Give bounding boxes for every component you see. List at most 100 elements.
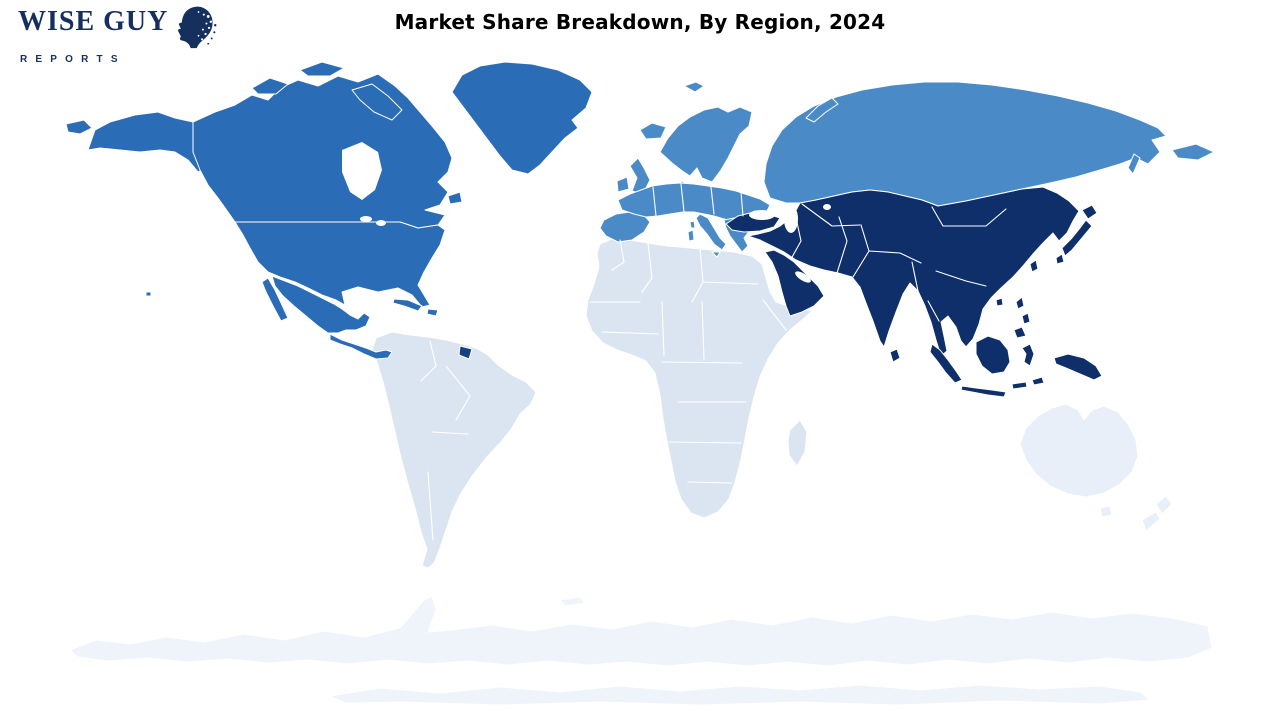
border-line — [931, 206, 1007, 227]
aral-sea — [823, 204, 831, 210]
logo-row: WISE GUY — [18, 6, 217, 50]
borneo — [975, 335, 1011, 375]
madagascar — [787, 419, 808, 467]
great-lake-1 — [360, 216, 372, 222]
inland-water — [342, 142, 831, 283]
nz-south-island — [1141, 511, 1161, 532]
border-line — [701, 301, 705, 361]
logo-wordmark: WISE GUY — [18, 6, 169, 37]
persian-gulf — [795, 271, 811, 283]
border-line — [687, 481, 733, 484]
chart-title: Market Share Breakdown, By Region, 2024 — [394, 10, 886, 34]
region-north-america — [65, 61, 593, 360]
border-line — [790, 212, 802, 260]
baja-california — [261, 277, 289, 322]
border-line — [801, 203, 861, 227]
great-lake-2 — [376, 220, 386, 226]
logo-subtitle: REPORTS — [20, 54, 126, 65]
italy — [695, 213, 727, 251]
newfoundland — [447, 191, 463, 205]
iberia — [599, 211, 651, 243]
new-guinea — [1053, 353, 1103, 381]
black-sea — [749, 210, 775, 220]
hainan — [995, 297, 1004, 307]
lesser-sunda-2 — [1031, 376, 1045, 386]
border-line — [868, 250, 922, 264]
aleutian-fragment — [65, 119, 93, 135]
sri-lanka — [889, 348, 901, 363]
border-line — [445, 365, 471, 421]
border-line — [710, 186, 715, 215]
border-line — [935, 270, 987, 287]
philippines-2 — [1021, 312, 1031, 325]
lesser-sunda-1 — [1011, 381, 1028, 390]
svalbard — [683, 81, 705, 93]
region-antarctica — [69, 595, 1213, 706]
border-line — [1050, 235, 1060, 248]
border-line — [836, 216, 848, 274]
philippines-1 — [1015, 296, 1025, 310]
hawaii — [145, 291, 152, 297]
region-french-guiana — [458, 345, 473, 360]
sumatra — [929, 343, 963, 384]
chukotka-fragment — [1171, 143, 1215, 161]
hispaniola — [426, 308, 439, 317]
sicily — [711, 251, 721, 258]
south-america-main — [371, 331, 537, 569]
border-line — [667, 441, 742, 444]
region-asia-middle-east — [725, 186, 1103, 398]
arctic-island-2 — [299, 61, 345, 77]
japan-kyushu — [1055, 253, 1065, 265]
border-line — [641, 242, 653, 293]
canada — [192, 73, 453, 229]
border-line — [762, 299, 787, 331]
logo: WISE GUY REPORTS — [18, 6, 217, 65]
sardinia — [687, 229, 695, 242]
border-line — [680, 183, 685, 213]
taiwan — [1029, 259, 1039, 273]
caspian-sea — [784, 205, 798, 233]
great-britain — [629, 157, 651, 195]
australia — [1019, 403, 1139, 498]
arabian-peninsula — [764, 249, 825, 317]
philippines-3 — [1013, 326, 1027, 339]
border-line — [652, 186, 657, 217]
africa-main — [585, 237, 813, 519]
border-line — [911, 261, 919, 292]
antarctica-main — [69, 595, 1213, 667]
central-america — [329, 333, 393, 360]
border-line — [611, 239, 625, 271]
logo-head-icon — [178, 6, 217, 49]
cuba — [392, 298, 423, 312]
sulawesi — [1021, 343, 1035, 367]
french-guiana — [458, 345, 473, 360]
japan-honshu — [1061, 219, 1093, 257]
region-south-america — [371, 331, 537, 569]
iceland — [639, 122, 667, 140]
japan-hokkaido — [1081, 204, 1098, 220]
country-borders — [420, 183, 1060, 541]
border-line — [427, 471, 434, 541]
border-line — [431, 431, 469, 435]
antarctica-strip — [329, 684, 1151, 706]
region-oceania — [1019, 403, 1173, 532]
java — [960, 385, 1007, 398]
tasmania — [1099, 505, 1113, 518]
border-line — [661, 301, 665, 357]
border-line — [740, 191, 744, 217]
region-europe — [599, 81, 771, 258]
corsica — [689, 220, 696, 229]
novaya-zemlya — [805, 97, 839, 123]
subantarctic-island — [559, 596, 586, 607]
border-line — [601, 331, 659, 335]
region-russia — [763, 81, 1215, 207]
united-states — [234, 221, 446, 308]
sakhalin — [1127, 153, 1141, 175]
border-line — [661, 361, 743, 364]
arctic-island-1 — [251, 77, 289, 95]
mexico — [271, 275, 371, 334]
nz-north-island — [1155, 495, 1173, 515]
greenland — [451, 61, 593, 175]
scandinavia — [659, 106, 753, 183]
